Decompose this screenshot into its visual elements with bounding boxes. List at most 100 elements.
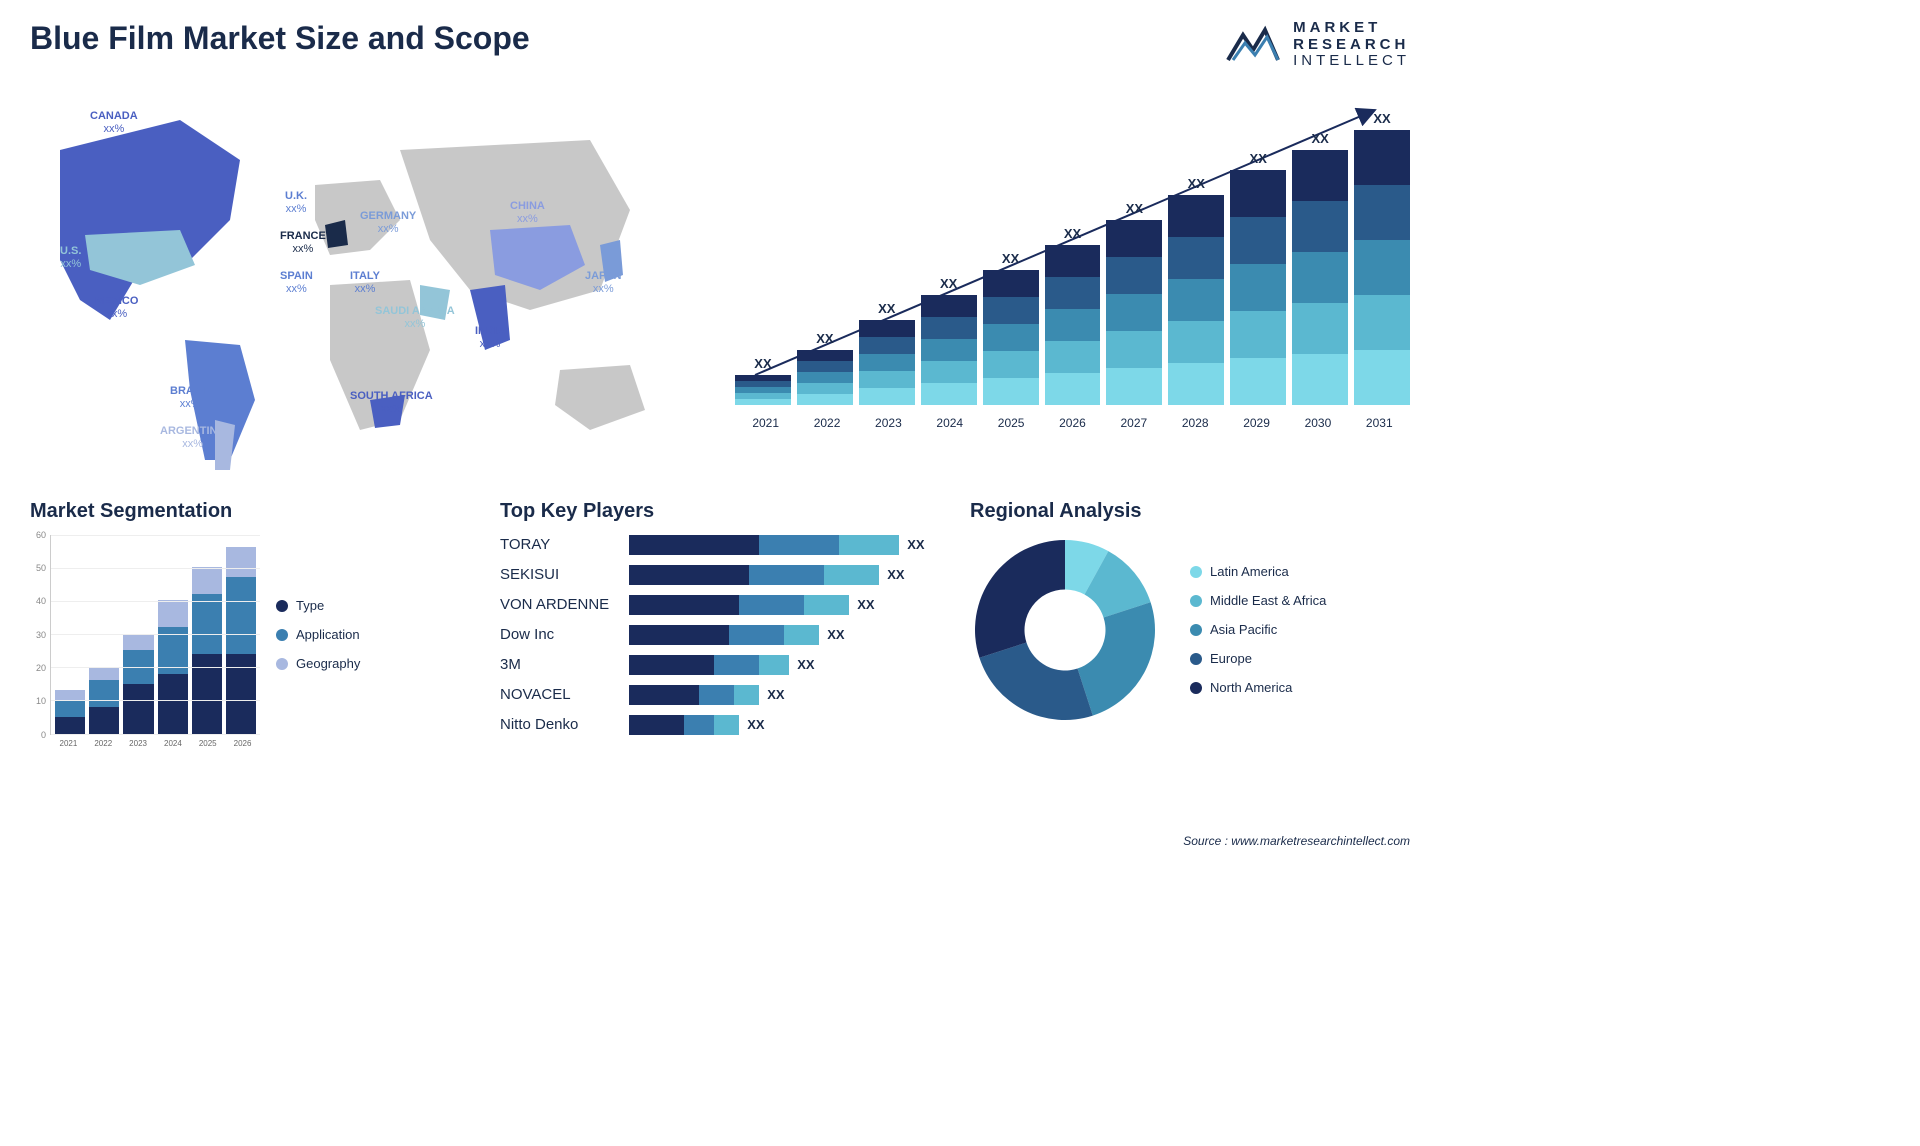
legend-dot-icon	[276, 629, 288, 641]
segmentation-legend: TypeApplicationGeography	[276, 535, 360, 735]
world-map: CANADAxx%U.S.xx%MEXICOxx%BRAZILxx%ARGENT…	[30, 90, 705, 470]
growth-bar-2027: XX	[1106, 201, 1162, 405]
seg-x-tick: 2022	[86, 739, 121, 748]
growth-bar-2028: XX	[1168, 176, 1224, 405]
player-name: Dow Inc	[500, 626, 609, 643]
top-row: CANADAxx%U.S.xx%MEXICOxx%BRAZILxx%ARGENT…	[30, 90, 1410, 470]
seg-legend-item: Type	[276, 598, 360, 613]
key-players-title: Top Key Players	[500, 500, 940, 523]
map-label-u-k-: U.K.xx%	[285, 190, 307, 216]
map-label-argentina: ARGENTINAxx%	[160, 425, 225, 451]
growth-bar-value: XX	[1064, 226, 1081, 241]
player-value: XX	[747, 717, 764, 732]
legend-dot-icon	[1190, 595, 1202, 607]
growth-bar-2021: XX	[735, 356, 791, 405]
map-label-canada: CANADAxx%	[90, 110, 138, 136]
seg-legend-item: Application	[276, 627, 360, 642]
map-region-north-america	[60, 120, 240, 320]
map-label-china: CHINAxx%	[510, 200, 545, 226]
growth-bar-value: XX	[754, 356, 771, 371]
growth-bar-2029: XX	[1230, 151, 1286, 405]
growth-x-tick: 2030	[1287, 416, 1348, 430]
growth-x-tick: 2031	[1349, 416, 1410, 430]
player-row-von-ardenne: XX	[629, 595, 940, 615]
growth-bar-value: XX	[878, 301, 895, 316]
growth-x-tick: 2029	[1226, 416, 1287, 430]
map-label-south-africa: SOUTH AFRICAxx%	[350, 390, 433, 416]
seg-y-tick: 60	[36, 530, 46, 540]
map-label-japan: JAPANxx%	[585, 270, 621, 296]
growth-bar-2030: XX	[1292, 131, 1348, 405]
player-row-sekisui: XX	[629, 565, 940, 585]
seg-bar-2023	[123, 634, 153, 734]
source-text: Source : www.marketresearchintellect.com	[1183, 834, 1410, 848]
map-label-india: INDIAxx%	[475, 325, 505, 351]
map-label-italy: ITALYxx%	[350, 270, 380, 296]
map-region-australia	[555, 365, 645, 430]
growth-x-tick: 2027	[1103, 416, 1164, 430]
legend-dot-icon	[1190, 653, 1202, 665]
legend-dot-icon	[276, 600, 288, 612]
segmentation-title: Market Segmentation	[30, 500, 470, 523]
player-value: XX	[797, 657, 814, 672]
growth-bar-value: XX	[1311, 131, 1328, 146]
map-label-saudi-arabia: SAUDI ARABIAxx%	[375, 305, 455, 331]
segmentation-chart: 0102030405060 202120222023202420252026	[30, 535, 260, 735]
growth-x-tick: 2024	[919, 416, 980, 430]
map-label-spain: SPAINxx%	[280, 270, 313, 296]
player-value: XX	[907, 537, 924, 552]
donut-chart	[970, 535, 1160, 725]
regional-legend-item: Europe	[1190, 651, 1326, 666]
seg-y-tick: 50	[36, 563, 46, 573]
regional-legend-item: Latin America	[1190, 564, 1326, 579]
map-region-france	[325, 220, 348, 248]
bottom-row: Market Segmentation 0102030405060 202120…	[30, 500, 1410, 735]
player-name: 3M	[500, 656, 609, 673]
growth-bar-2024: XX	[921, 276, 977, 405]
player-value: XX	[827, 627, 844, 642]
donut-slice-europe	[979, 642, 1092, 719]
player-row-toray: XX	[629, 535, 940, 555]
regional-section: Regional Analysis Latin AmericaMiddle Ea…	[970, 500, 1410, 735]
growth-x-tick: 2023	[858, 416, 919, 430]
seg-bar-2025	[192, 567, 222, 734]
page-title: Blue Film Market Size and Scope	[30, 20, 530, 57]
seg-y-tick: 20	[36, 663, 46, 673]
growth-chart: XXXXXXXXXXXXXXXXXXXXXX 20212022202320242…	[735, 90, 1410, 470]
seg-y-tick: 10	[36, 696, 46, 706]
legend-dot-icon	[1190, 624, 1202, 636]
seg-bar-2026	[226, 547, 256, 734]
map-label-brazil: BRAZILxx%	[170, 385, 210, 411]
seg-x-tick: 2025	[190, 739, 225, 748]
header: Blue Film Market Size and Scope MARKET R…	[30, 20, 1410, 70]
player-value: XX	[887, 567, 904, 582]
logo: MARKET RESEARCH INTELLECT	[1223, 20, 1410, 70]
player-name: VON ARDENNE	[500, 596, 609, 613]
player-value: XX	[767, 687, 784, 702]
growth-bar-value: XX	[1126, 201, 1143, 216]
legend-dot-icon	[1190, 682, 1202, 694]
growth-bar-2026: XX	[1045, 226, 1101, 405]
growth-bar-value: XX	[1250, 151, 1267, 166]
map-label-mexico: MEXICOxx%	[95, 295, 138, 321]
segmentation-section: Market Segmentation 0102030405060 202120…	[30, 500, 470, 735]
growth-bar-value: XX	[940, 276, 957, 291]
growth-x-tick: 2022	[796, 416, 857, 430]
regional-chart: Latin AmericaMiddle East & AfricaAsia Pa…	[970, 535, 1410, 725]
regional-legend: Latin AmericaMiddle East & AfricaAsia Pa…	[1190, 564, 1326, 695]
growth-bar-value: XX	[1188, 176, 1205, 191]
growth-bar-2023: XX	[859, 301, 915, 405]
seg-x-tick: 2026	[225, 739, 260, 748]
seg-bar-2021	[55, 690, 85, 733]
player-row-3m: XX	[629, 655, 940, 675]
logo-text: MARKET RESEARCH INTELLECT	[1293, 20, 1410, 70]
growth-x-tick: 2028	[1165, 416, 1226, 430]
regional-legend-item: Middle East & Africa	[1190, 593, 1326, 608]
growth-x-tick: 2026	[1042, 416, 1103, 430]
growth-x-tick: 2025	[980, 416, 1041, 430]
growth-bar-value: XX	[1002, 251, 1019, 266]
seg-y-tick: 30	[36, 630, 46, 640]
player-row-nitto-denko: XX	[629, 715, 940, 735]
key-players-section: Top Key Players TORAYSEKISUIVON ARDENNED…	[500, 500, 940, 735]
player-row-novacel: XX	[629, 685, 940, 705]
